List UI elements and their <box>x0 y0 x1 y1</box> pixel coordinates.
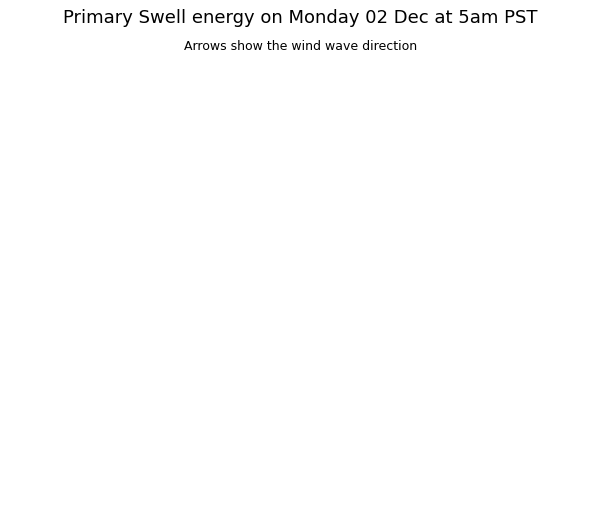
Text: Primary Swell energy on Monday 02 Dec at 5am PST: Primary Swell energy on Monday 02 Dec at… <box>63 9 538 27</box>
Text: Arrows show the wind wave direction: Arrows show the wind wave direction <box>184 40 417 52</box>
Text: Map error: No module named 'cartopy': Map error: No module named 'cartopy' <box>192 281 409 291</box>
